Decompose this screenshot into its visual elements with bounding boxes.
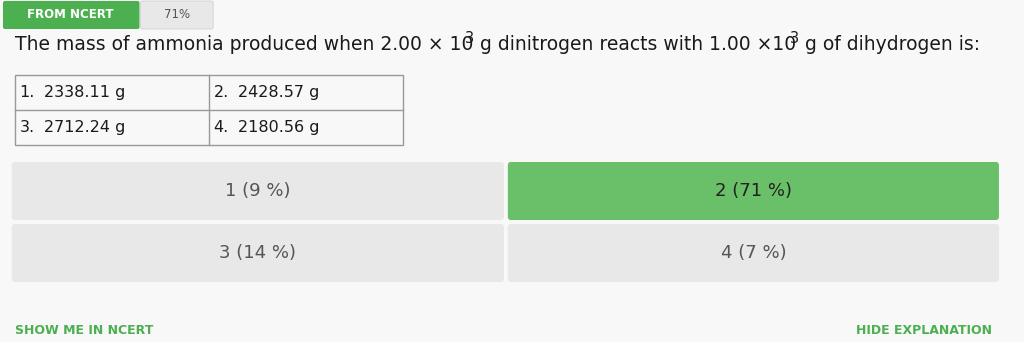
Text: 3: 3 xyxy=(465,31,474,46)
FancyBboxPatch shape xyxy=(140,1,213,29)
FancyBboxPatch shape xyxy=(12,224,504,282)
Text: 2428.57 g: 2428.57 g xyxy=(239,85,319,100)
Text: 1.: 1. xyxy=(19,85,35,100)
FancyBboxPatch shape xyxy=(508,224,999,282)
Text: 4.: 4. xyxy=(214,120,229,135)
Text: 1 (9 %): 1 (9 %) xyxy=(225,182,291,200)
FancyBboxPatch shape xyxy=(3,1,139,29)
Text: FROM NCERT: FROM NCERT xyxy=(28,9,114,22)
Text: g of dihydrogen is:: g of dihydrogen is: xyxy=(800,35,980,54)
Text: SHOW ME IN NCERT: SHOW ME IN NCERT xyxy=(14,324,154,337)
Text: 2712.24 g: 2712.24 g xyxy=(44,120,126,135)
Text: 2180.56 g: 2180.56 g xyxy=(239,120,319,135)
FancyBboxPatch shape xyxy=(12,162,504,220)
Text: 3 (14 %): 3 (14 %) xyxy=(219,244,296,262)
Text: 2 (71 %): 2 (71 %) xyxy=(715,182,792,200)
Text: 4 (7 %): 4 (7 %) xyxy=(721,244,786,262)
Text: 2338.11 g: 2338.11 g xyxy=(44,85,126,100)
Text: 2.: 2. xyxy=(214,85,229,100)
Text: HIDE EXPLANATION: HIDE EXPLANATION xyxy=(856,324,992,337)
Text: 3: 3 xyxy=(791,31,800,46)
FancyBboxPatch shape xyxy=(508,162,999,220)
Text: The mass of ammonia produced when 2.00 × 10: The mass of ammonia produced when 2.00 ×… xyxy=(14,35,473,54)
Text: 71%: 71% xyxy=(164,9,189,22)
Text: g dinitrogen reacts with 1.00 ×10: g dinitrogen reacts with 1.00 ×10 xyxy=(474,35,796,54)
Text: 3.: 3. xyxy=(19,120,35,135)
